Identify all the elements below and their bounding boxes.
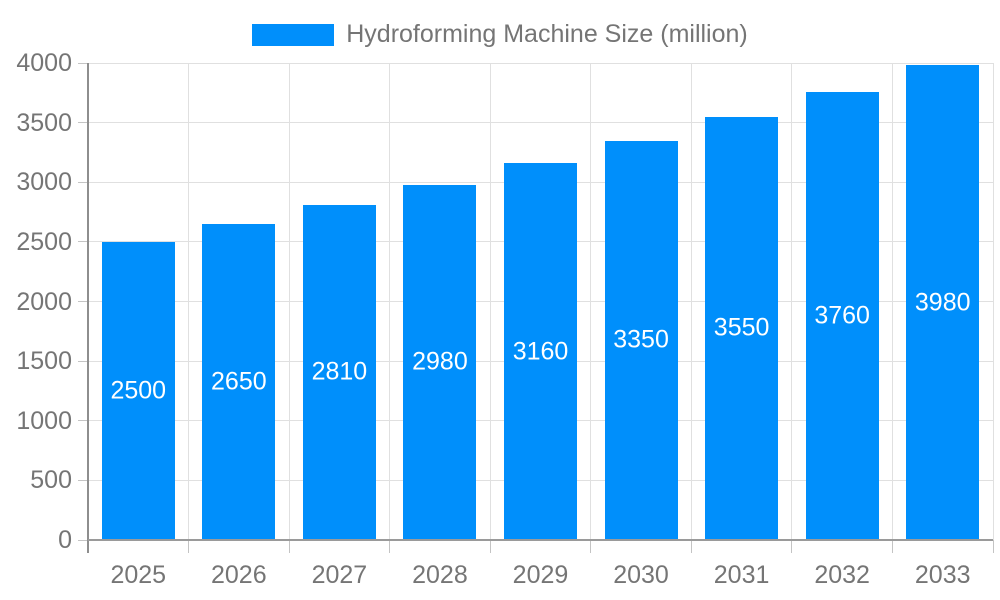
bar-value-label: 2980 — [412, 347, 468, 376]
gridline-vertical — [489, 63, 491, 540]
y-tick-label: 1000 — [16, 406, 72, 435]
plot-area: 2500 2650 2810 2980 3160 3350 3550 3760 3980 — [78, 62, 994, 553]
bar-value-label: 3980 — [914, 288, 971, 317]
x-tick-label: 2027 — [311, 561, 368, 589]
x-axis-tick — [992, 540, 994, 553]
x-tick-label: 2031 — [713, 561, 770, 589]
bar-2025[interactable]: 2500 — [101, 241, 175, 540]
gridline-vertical — [288, 63, 290, 540]
bar-2028[interactable]: 2980 — [403, 184, 477, 540]
gridline-vertical — [891, 63, 893, 540]
y-tick-label: 0 — [58, 526, 72, 554]
bar-2031[interactable]: 3550 — [705, 116, 779, 540]
y-tick-label: 500 — [30, 466, 72, 495]
y-tick-label: 4000 — [16, 49, 72, 77]
x-axis-line — [88, 539, 993, 541]
legend-swatch — [252, 23, 335, 46]
gridline-vertical — [992, 63, 994, 540]
bar-2030[interactable]: 3350 — [604, 140, 678, 540]
gridline-vertical — [690, 63, 692, 540]
bar-2029[interactable]: 3160 — [504, 163, 577, 540]
gridline-vertical — [791, 63, 793, 540]
bar-value-label: 3350 — [613, 325, 669, 354]
x-axis-tick — [288, 540, 290, 553]
x-axis-tick — [389, 540, 391, 553]
bar-2033[interactable]: 3980 — [906, 65, 980, 540]
y-axis-tick — [78, 360, 88, 362]
x-tick-label: 2029 — [512, 561, 569, 589]
x-axis-tick — [791, 540, 793, 553]
legend[interactable]: Hydroforming Machine Size (million) — [0, 20, 1000, 49]
y-axis-tick — [78, 181, 88, 183]
x-tick-label: 2032 — [814, 561, 870, 589]
x-tick-label: 2033 — [914, 561, 971, 589]
x-tick-label: 2030 — [613, 561, 669, 589]
gridline-vertical — [188, 63, 190, 540]
bar-2026[interactable]: 2650 — [202, 224, 276, 540]
y-tick-label: 3500 — [16, 108, 72, 137]
x-axis-tick — [690, 540, 692, 553]
bar-value-label: 3760 — [814, 301, 870, 330]
y-axis-tick — [78, 301, 88, 302]
x-tick-label: 2028 — [412, 561, 468, 589]
y-tick-label: 2500 — [16, 227, 72, 256]
y-axis-tick — [78, 539, 88, 541]
x-axis-tick — [891, 540, 893, 553]
y-axis-tick — [78, 479, 88, 481]
gridline-vertical — [389, 63, 391, 540]
y-axis-tick — [78, 420, 88, 422]
y-axis-tick — [78, 241, 88, 243]
legend-label: Hydroforming Machine Size (million) — [346, 20, 748, 48]
bar-2032[interactable]: 3760 — [805, 91, 879, 540]
y-axis-tick — [78, 122, 88, 124]
x-axis-tick — [489, 540, 491, 553]
y-axis-tick — [78, 62, 88, 64]
x-tick-label: 2026 — [211, 561, 267, 589]
bar-value-label: 3550 — [713, 313, 770, 342]
y-axis-line — [87, 63, 89, 553]
bar-value-label: 2810 — [311, 357, 368, 386]
gridline-vertical — [590, 63, 592, 540]
x-axis-tick — [590, 540, 592, 553]
y-tick-label: 2000 — [16, 287, 72, 316]
gridline-horizontal — [88, 62, 993, 64]
y-tick-label: 3000 — [16, 168, 72, 197]
bar-value-label: 2650 — [211, 367, 267, 396]
x-axis-tick — [188, 540, 190, 553]
x-tick-label: 2025 — [110, 561, 167, 589]
bar-value-label: 3160 — [512, 337, 569, 366]
gridline-horizontal — [88, 122, 993, 124]
y-tick-label: 1500 — [16, 347, 72, 376]
bar-2027[interactable]: 2810 — [302, 204, 376, 540]
bar-value-label: 2500 — [110, 376, 167, 405]
